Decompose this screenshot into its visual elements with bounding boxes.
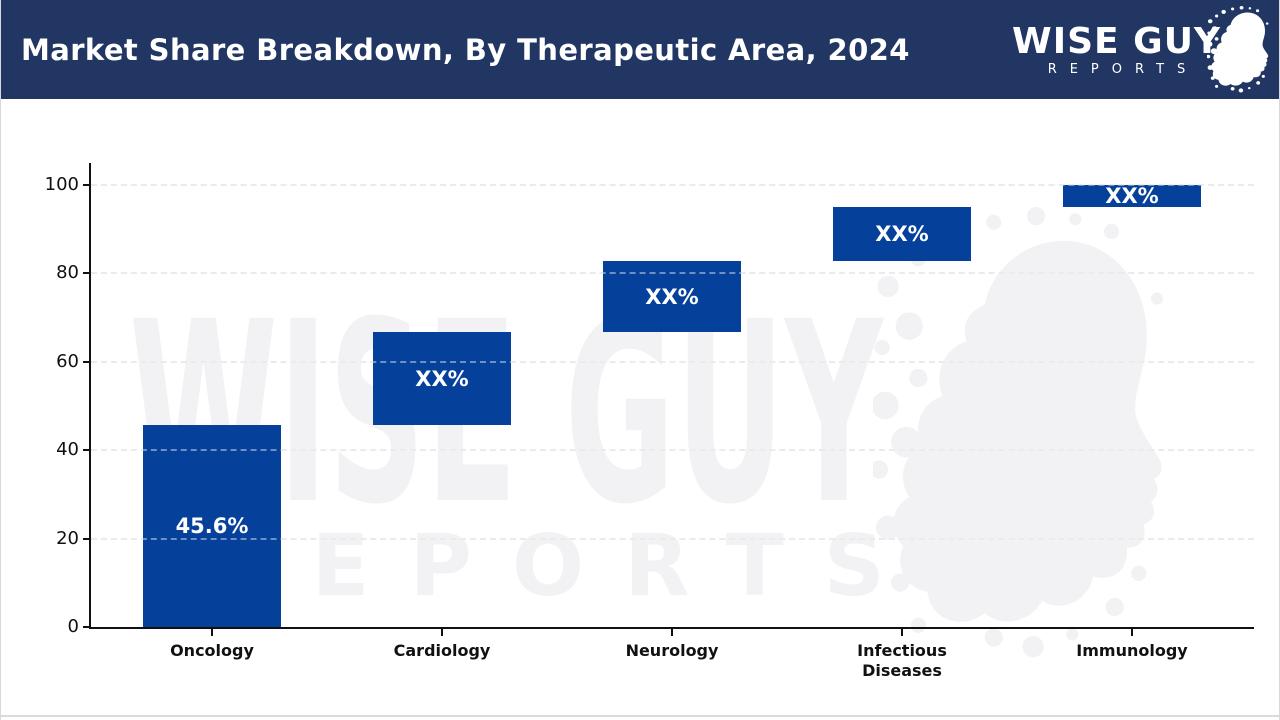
bar-value-label: XX% [875, 222, 929, 247]
y-tick-label: 40 [56, 439, 79, 461]
page-title: Market Share Breakdown, By Therapeutic A… [21, 32, 910, 67]
logo-wordmark: WISE GUY [1011, 20, 1221, 62]
bar-segment: XX% [833, 206, 971, 262]
bar-segment: XX% [1063, 183, 1201, 208]
bottom-border-line [1, 715, 1279, 717]
bar-segment: 45.6% [143, 425, 281, 627]
x-tick [1131, 629, 1133, 636]
gridline [91, 537, 1254, 540]
gridline [91, 184, 1254, 186]
y-tick [83, 360, 91, 363]
x-tick [211, 629, 213, 636]
bar-value-label: XX% [415, 366, 469, 391]
gridline-highlight [91, 537, 1254, 540]
bar-value-label: XX% [645, 284, 699, 309]
bar-value-label: 45.6% [175, 514, 249, 539]
y-tick [83, 537, 91, 540]
x-tick [441, 629, 443, 636]
x-tick [671, 629, 673, 636]
y-tick-label: 20 [56, 527, 79, 549]
x-axis-line [89, 627, 1254, 629]
bar-segment: XX% [373, 331, 511, 426]
y-tick-label: 100 [44, 174, 79, 195]
category-label: Immunology [1076, 641, 1188, 660]
logo-subtext: REPORTS [1047, 62, 1199, 78]
x-tick [901, 629, 903, 636]
logo-text: WISE GUY REPORTS [1011, 20, 1221, 78]
header-bar: Market Share Breakdown, By Therapeutic A… [1, 0, 1279, 99]
y-tick-label: 80 [56, 262, 79, 284]
category-label: Cardiology [393, 641, 491, 660]
gridline-highlight [91, 272, 1254, 275]
category-label: Oncology [170, 641, 254, 660]
logo: WISE GUY REPORTS [1012, 4, 1271, 96]
y-tick [83, 272, 91, 275]
gridline-highlight [91, 449, 1254, 452]
gridline [91, 360, 1254, 363]
y-tick [83, 449, 91, 452]
y-tick-label: 0 [67, 616, 79, 637]
bar-value-label: XX% [1105, 183, 1159, 208]
category-label: Neurology [625, 641, 719, 660]
y-tick-label: 60 [56, 350, 79, 372]
gridline-highlight [91, 360, 1254, 363]
y-tick [83, 184, 91, 186]
y-tick [83, 626, 91, 628]
category-label: Infectious Diseases [857, 641, 947, 680]
chart-area: WISE GUY REPORTS 0 20 40 60 80 100 45.6% Oncolo… [1, 99, 1279, 717]
gridline [91, 449, 1254, 452]
bar-segment: XX% [603, 261, 741, 332]
gridline-highlight [91, 184, 1254, 186]
y-axis-line [89, 163, 91, 629]
